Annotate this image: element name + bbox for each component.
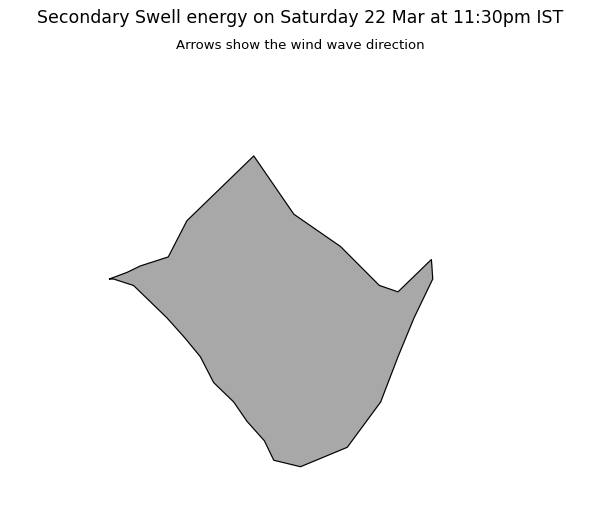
Text: Secondary Swell energy on Saturday 22 Mar at 11:30pm IST: Secondary Swell energy on Saturday 22 Ma… xyxy=(37,9,564,27)
Polygon shape xyxy=(109,156,433,467)
Text: Arrows show the wind wave direction: Arrows show the wind wave direction xyxy=(176,39,425,52)
